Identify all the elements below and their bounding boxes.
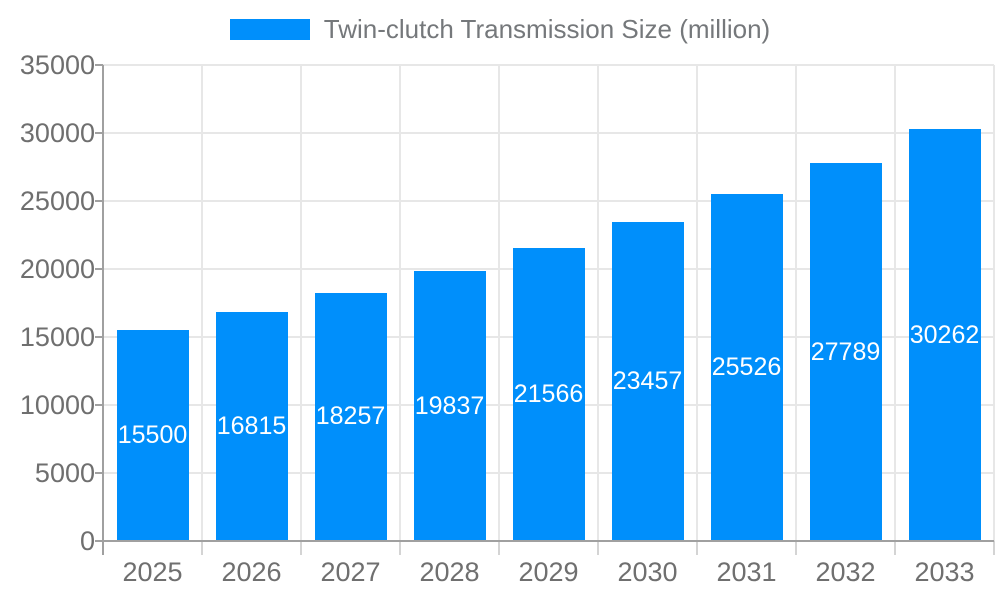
bar-value-label: 30262 [909, 320, 980, 349]
x-gridline [498, 65, 500, 541]
x-axis-category-label: 2032 [815, 557, 876, 587]
y-axis-tick [95, 132, 103, 134]
x-axis-tick [795, 541, 797, 555]
x-axis-tick [498, 541, 500, 555]
y-axis-tick-label: 5000 [34, 458, 95, 488]
x-axis-category-label: 2030 [617, 557, 678, 587]
bar-value-label: 19837 [414, 391, 485, 420]
bar-value-label: 23457 [612, 367, 683, 395]
y-gridline [103, 64, 994, 66]
bar-2025: 15500 [116, 330, 189, 541]
y-axis-tick [95, 472, 103, 474]
x-gridline [300, 65, 302, 541]
bar-value-label: 15500 [117, 421, 188, 450]
y-axis-tick [95, 268, 103, 270]
bar-2031: 25526 [710, 193, 783, 541]
y-axis-tick [95, 336, 103, 338]
x-axis-category-label: 2028 [419, 557, 480, 587]
y-axis-tick-label: 25000 [19, 186, 95, 216]
bar-2026: 16815 [215, 312, 288, 541]
bar-value-label: 16815 [216, 412, 287, 441]
x-gridline [795, 65, 797, 541]
y-axis-line [102, 65, 104, 555]
x-axis-category-label: 2033 [914, 557, 975, 587]
x-axis-category-label: 2026 [221, 557, 282, 587]
y-axis-tick [95, 64, 103, 66]
x-axis-category-label: 2031 [716, 557, 777, 587]
x-gridline [399, 65, 401, 541]
x-axis-tick [399, 541, 401, 555]
bar-2027: 18257 [314, 292, 387, 541]
bar-2030: 23457 [611, 222, 684, 541]
x-axis-line [103, 540, 994, 542]
bar-value-label: 27789 [810, 337, 881, 366]
x-gridline [201, 65, 203, 541]
y-axis-tick-label: 0 [79, 526, 95, 556]
bar-2032: 27789 [809, 163, 882, 541]
y-axis-tick-label: 30000 [19, 118, 95, 148]
y-axis-tick [95, 200, 103, 202]
y-gridline [103, 132, 994, 134]
legend-color-swatch [229, 19, 310, 40]
x-axis-category-label: 2025 [122, 557, 183, 587]
x-axis-category-label: 2027 [320, 557, 381, 587]
y-axis-tick [95, 540, 103, 542]
bar-value-label: 21566 [513, 379, 584, 408]
x-axis-tick [993, 541, 995, 555]
chart-legend[interactable]: Twin-clutch Transmission Size (million) [0, 14, 1000, 45]
bar-2033: 30262 [908, 129, 981, 541]
plot-area: 15500 16815 18257 19837 21566 23457 25526 27789… [103, 64, 995, 541]
y-axis-tick-label: 10000 [19, 390, 95, 420]
y-gridline [103, 200, 994, 202]
bar-2029: 21566 [512, 247, 585, 541]
legend-series-label: Twin-clutch Transmission Size (million) [323, 14, 771, 44]
x-gridline [894, 65, 896, 541]
x-gridline [597, 65, 599, 541]
x-axis-category-label: 2029 [518, 557, 579, 587]
x-axis-tick [597, 541, 599, 555]
x-axis-tick [894, 541, 896, 555]
x-gridline [993, 65, 995, 541]
y-axis-tick [95, 404, 103, 406]
bar-2028: 19837 [413, 271, 486, 541]
y-axis-tick-label: 15000 [19, 322, 95, 352]
bar-value-label: 18257 [315, 402, 386, 431]
y-axis-tick-label: 20000 [19, 254, 95, 284]
x-axis-tick [300, 541, 302, 555]
x-axis-tick [201, 541, 203, 555]
x-axis-tick [696, 541, 698, 555]
x-gridline [696, 65, 698, 541]
y-axis-tick-label: 35000 [19, 50, 95, 80]
bar-value-label: 25526 [711, 352, 782, 381]
